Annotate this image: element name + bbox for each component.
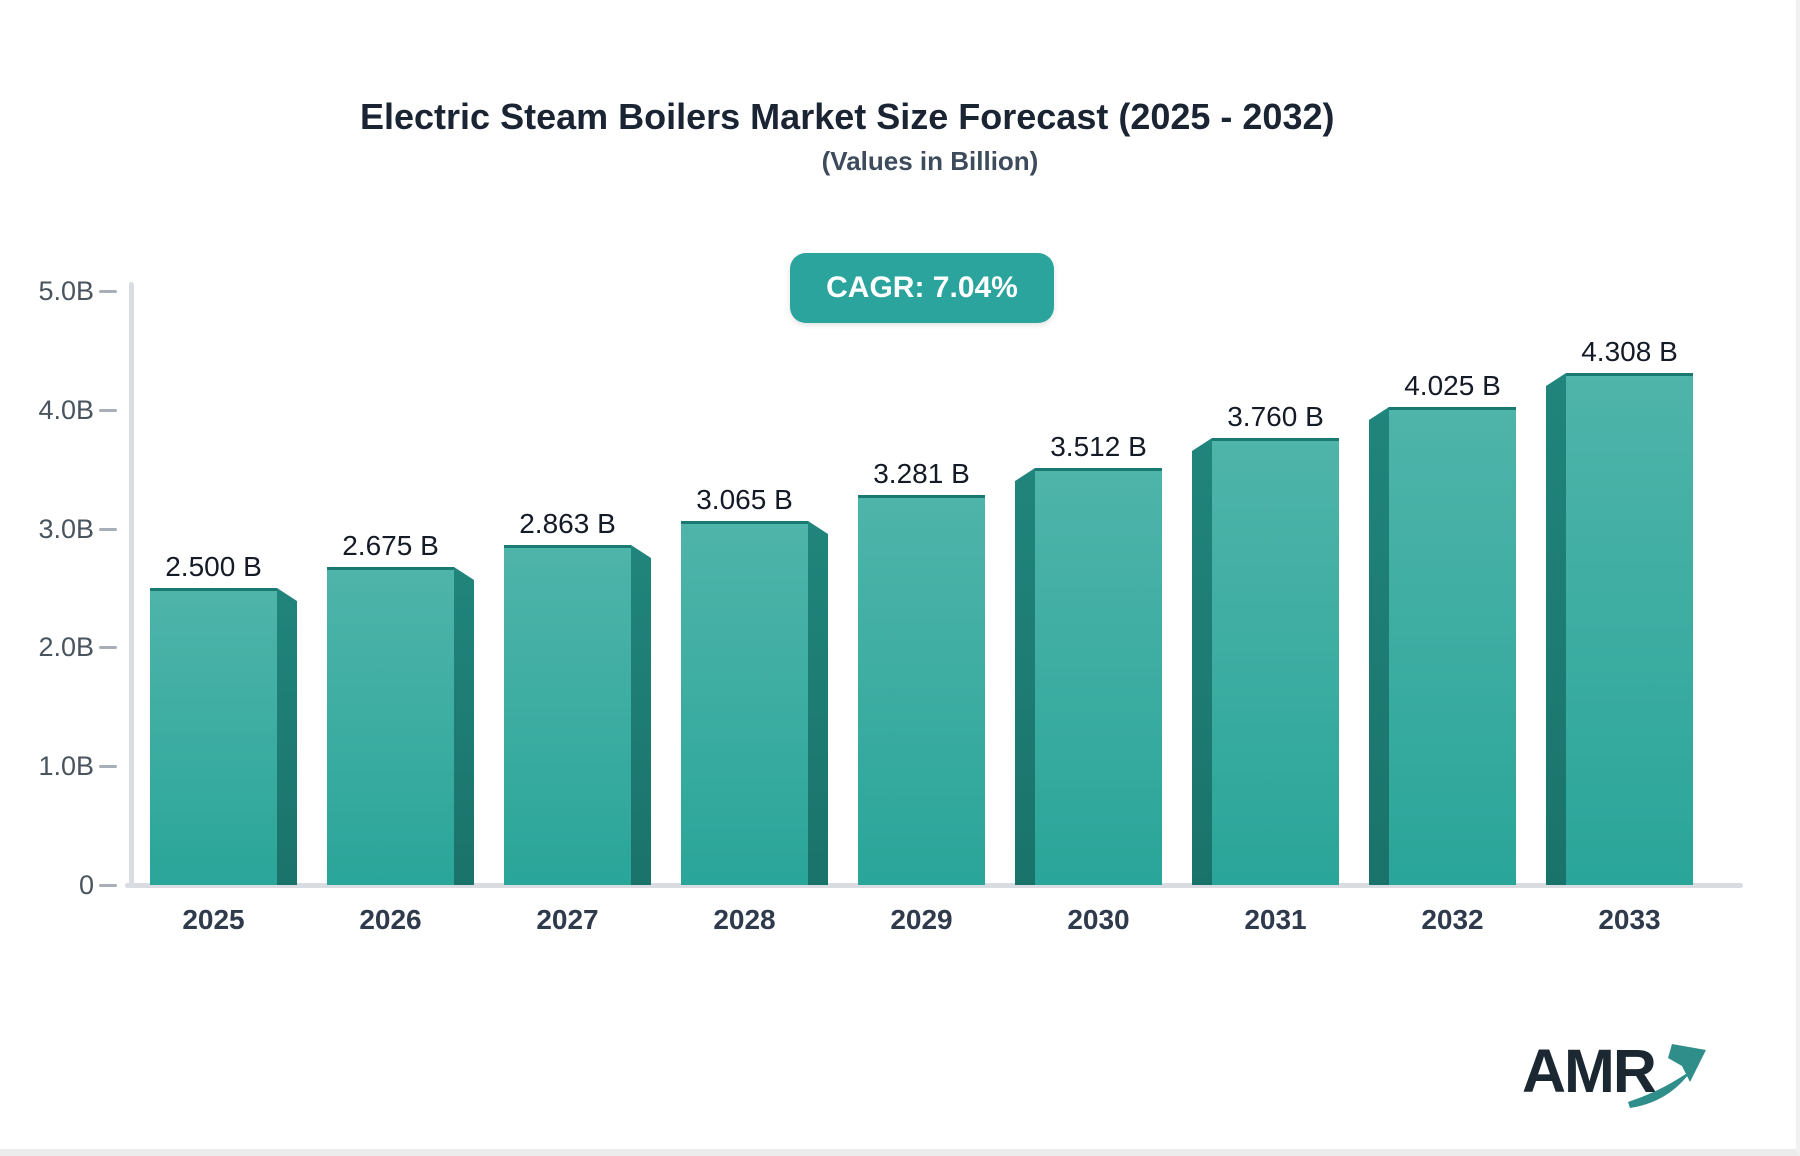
- chart-subtitle: (Values in Billion): [821, 146, 1039, 176]
- y-axis-line: [129, 282, 134, 888]
- chart-title: Electric Steam Boilers Market Size Forec…: [360, 96, 1335, 137]
- amr-logo: AMR: [1522, 1037, 1706, 1108]
- y-axis-tick-mark: [99, 765, 117, 768]
- bar-value-label: 3.281 B: [873, 458, 970, 489]
- y-axis-tick-label: 5.0B: [38, 276, 94, 306]
- x-axis-label-2026: 2026: [359, 904, 422, 935]
- bar-2033: [1566, 373, 1693, 885]
- bar-value-label: 3.760 B: [1227, 401, 1324, 432]
- bar-2030: [1035, 468, 1162, 885]
- bar-2026: [327, 567, 454, 885]
- y-axis-tick-mark: [99, 646, 117, 649]
- bar-2028-side-shade: [808, 521, 828, 885]
- y-axis-tick-mark: [99, 528, 117, 531]
- bar-2029: [858, 495, 985, 885]
- amr-logo-text: AMR: [1522, 1037, 1656, 1105]
- bar-2025-side-shade: [277, 588, 297, 885]
- bar-value-label: 4.308 B: [1581, 336, 1678, 367]
- bar-value-label: 3.065 B: [696, 484, 793, 515]
- bar-2027: [504, 545, 631, 885]
- y-axis-tick-label: 0: [78, 870, 94, 900]
- y-axis-tick-mark: [99, 409, 117, 412]
- bar-2031: [1212, 438, 1339, 885]
- y-axis-tick-mark: [99, 290, 117, 293]
- bar-2031-side-shade: [1192, 438, 1212, 885]
- y-axis-tick-label: 2.0B: [38, 632, 94, 662]
- x-axis-label-2031: 2031: [1244, 904, 1307, 935]
- bar-value-label: 2.500 B: [165, 551, 262, 582]
- cagr-badge-label: CAGR: 7.04%: [826, 271, 1018, 304]
- up-right-swoosh-arrow-icon: [1628, 1044, 1706, 1108]
- bar-2032-side-shade: [1369, 407, 1389, 885]
- bar-2025: [150, 588, 277, 885]
- x-axis-label-2029: 2029: [890, 904, 953, 935]
- y-axis-tick-label: 4.0B: [38, 395, 94, 425]
- bar-2030-side-shade: [1015, 468, 1035, 885]
- y-axis-tick-label: 3.0B: [38, 514, 94, 544]
- x-axis-label-2025: 2025: [182, 904, 245, 935]
- bar-2027-side-shade: [631, 545, 651, 885]
- x-axis-label-2032: 2032: [1421, 904, 1484, 935]
- bar-value-label: 2.863 B: [519, 508, 616, 539]
- x-axis-label-2027: 2027: [536, 904, 599, 935]
- y-axis-tick-label: 1.0B: [38, 751, 94, 781]
- x-axis-label-2028: 2028: [713, 904, 776, 935]
- bar-2028: [681, 521, 808, 885]
- x-axis-label-2030: 2030: [1067, 904, 1130, 935]
- x-axis-line: [125, 883, 1743, 888]
- bar-2033-side-shade: [1546, 373, 1566, 885]
- x-axis-label-2033: 2033: [1598, 904, 1661, 935]
- bar-2026-side-shade: [454, 567, 474, 885]
- bar-value-label: 3.512 B: [1050, 431, 1147, 462]
- y-axis-tick-mark: [99, 884, 117, 887]
- bar-2032: [1389, 407, 1516, 885]
- bar-value-label: 4.025 B: [1404, 370, 1501, 401]
- cagr-badge: CAGR: 7.04%: [790, 253, 1054, 323]
- bar-value-label: 2.675 B: [342, 530, 439, 561]
